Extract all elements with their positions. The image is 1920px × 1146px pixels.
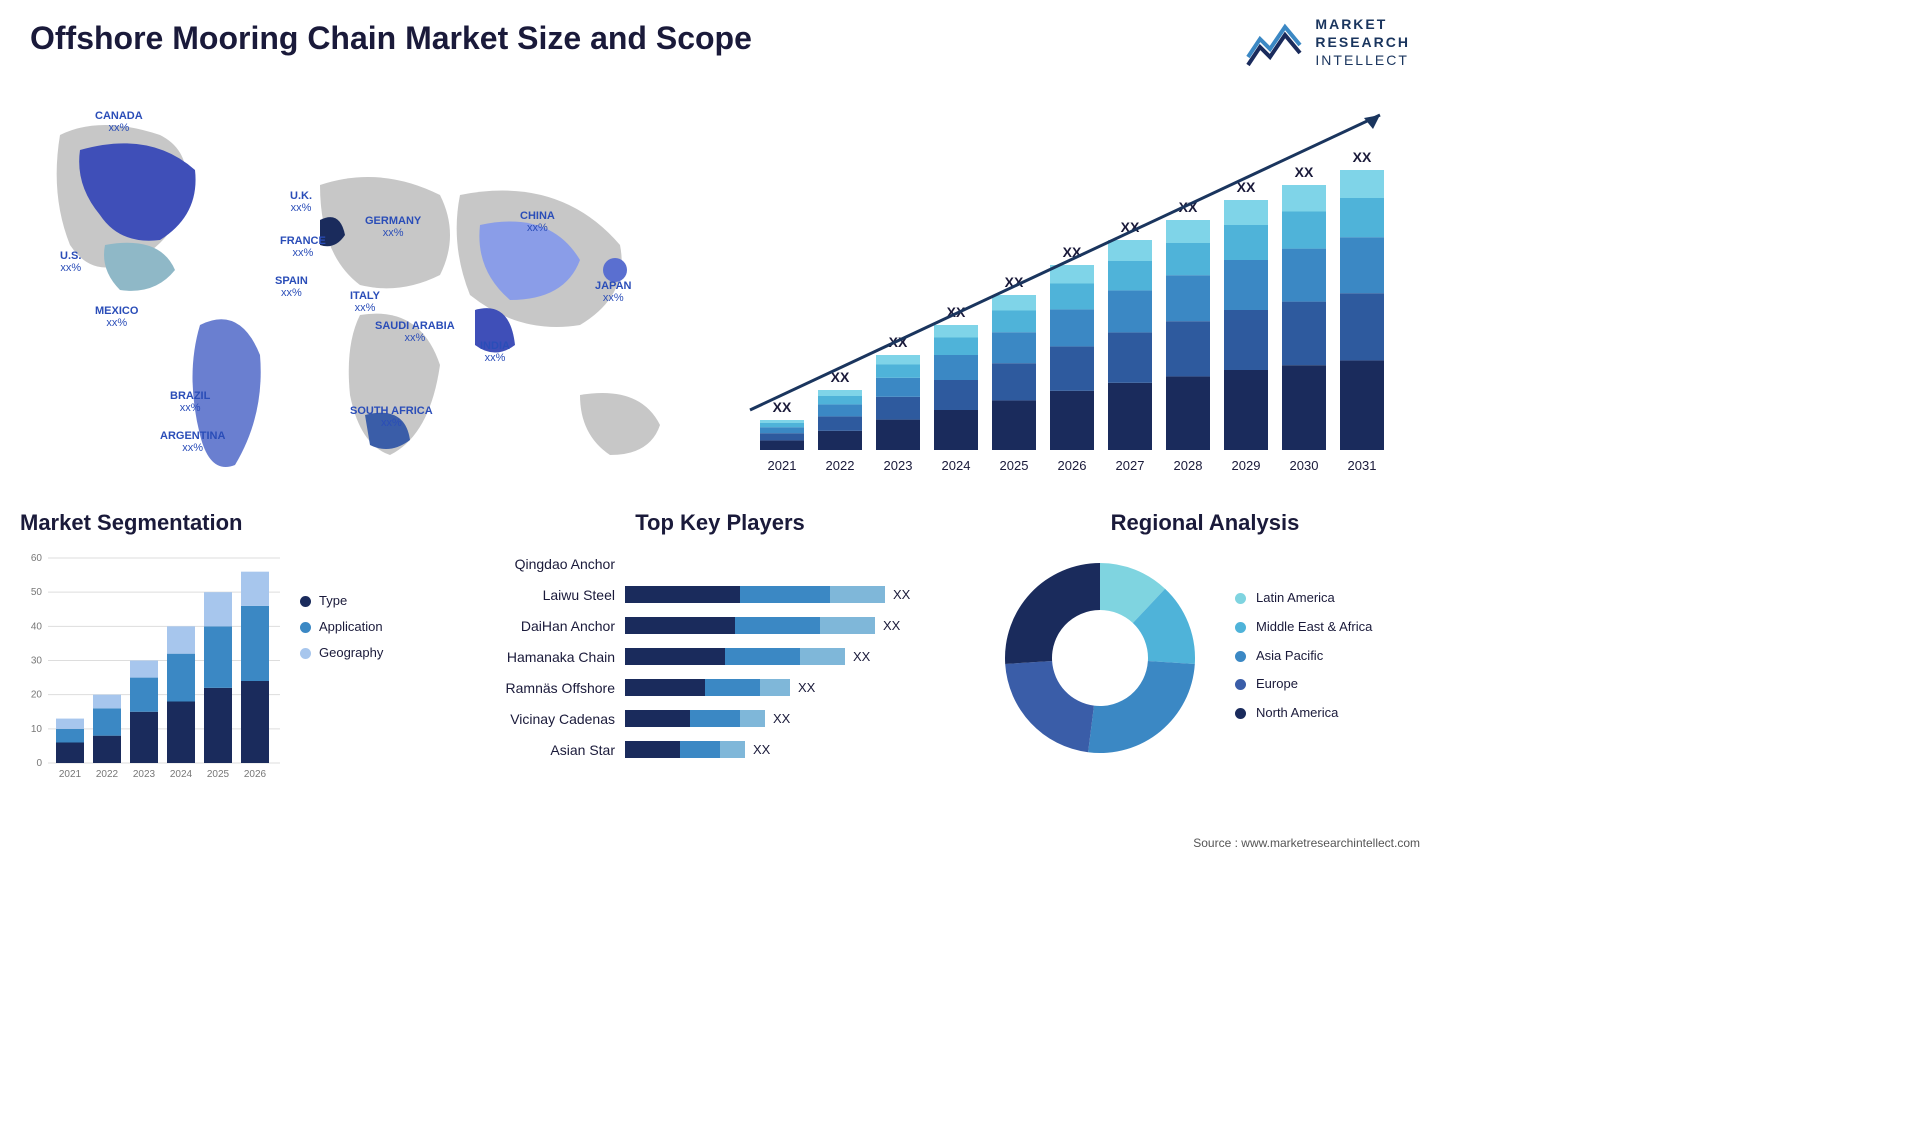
key-player-bar (625, 741, 745, 758)
map-label: MEXICOxx% (95, 305, 138, 329)
key-player-name: Hamanaka Chain (480, 649, 625, 665)
key-player-bar (625, 648, 845, 665)
world-map: CANADAxx% U.S.xx% MEXICOxx% BRAZILxx% ARGENT… (20, 95, 700, 495)
legend-item: Europe (1235, 672, 1372, 697)
key-player-value: XX (853, 649, 870, 664)
map-label: SOUTH AFRICAxx% (350, 405, 433, 429)
svg-text:2027: 2027 (1116, 458, 1145, 473)
map-label: BRAZILxx% (170, 390, 210, 414)
regional-section: Regional Analysis Latin America Middle Ea… (990, 510, 1420, 768)
svg-text:60: 60 (31, 553, 43, 564)
segmentation-section: Market Segmentation 0 10 20 30 40 50 60 2021 202… (20, 510, 440, 783)
key-player-row: DaiHan Anchor XX (480, 610, 960, 641)
key-player-row: Asian Star XX (480, 734, 960, 765)
legend-item: Latin America (1235, 586, 1372, 611)
segmentation-legend: TypeApplicationGeography (300, 588, 383, 666)
svg-text:2025: 2025 (1000, 458, 1029, 473)
map-label: SAUDI ARABIAxx% (375, 320, 455, 344)
svg-text:2024: 2024 (942, 458, 971, 473)
map-label: CANADAxx% (95, 110, 143, 134)
svg-text:2030: 2030 (1290, 458, 1319, 473)
svg-text:2022: 2022 (826, 458, 855, 473)
map-label: JAPANxx% (595, 280, 631, 304)
segmentation-title: Market Segmentation (20, 510, 440, 536)
key-player-name: Vicinay Cadenas (480, 711, 625, 727)
segmentation-chart: 0 10 20 30 40 50 60 2021 2022 2023 2024 2025 2026 (20, 548, 280, 783)
legend-item: Middle East & Africa (1235, 615, 1372, 640)
logo-line2: RESEARCH (1315, 34, 1410, 50)
svg-text:2029: 2029 (1232, 458, 1261, 473)
map-label: GERMANYxx% (365, 215, 421, 239)
svg-text:2023: 2023 (884, 458, 913, 473)
page-title: Offshore Mooring Chain Market Size and S… (30, 20, 752, 57)
key-player-value: XX (798, 680, 815, 695)
key-player-row: Hamanaka Chain XX (480, 641, 960, 672)
legend-item: Application (300, 614, 383, 640)
key-players-title: Top Key Players (480, 510, 960, 536)
map-label: U.K.xx% (290, 190, 312, 214)
legend-item: Geography (300, 640, 383, 666)
key-player-name: Ramnäs Offshore (480, 680, 625, 696)
key-player-row: Ramnäs Offshore XX (480, 672, 960, 703)
svg-text:2022: 2022 (96, 769, 119, 780)
logo-line3: INTELLECT (1315, 52, 1408, 68)
key-player-value: XX (753, 742, 770, 757)
map-label: FRANCExx% (280, 235, 326, 259)
key-player-value: XX (893, 587, 910, 602)
key-player-row: Qingdao Anchor (480, 548, 960, 579)
key-player-bar (625, 710, 765, 727)
key-players-section: Top Key Players Qingdao Anchor Laiwu Stee… (480, 510, 960, 765)
map-label: SPAINxx% (275, 275, 308, 299)
key-player-bar (625, 586, 885, 603)
key-player-row: Vicinay Cadenas XX (480, 703, 960, 734)
key-player-row: Laiwu Steel XX (480, 579, 960, 610)
key-players-chart: Qingdao AnchorLaiwu SteelXXDaiHan Anchor… (480, 548, 960, 765)
svg-text:2026: 2026 (244, 769, 267, 780)
map-label: INDIAxx% (480, 340, 510, 364)
svg-text:2023: 2023 (133, 769, 156, 780)
svg-text:40: 40 (31, 621, 43, 632)
svg-text:50: 50 (31, 587, 43, 598)
svg-text:30: 30 (31, 656, 43, 667)
map-label: ARGENTINAxx% (160, 430, 225, 454)
map-label: U.S.xx% (60, 250, 81, 274)
svg-text:10: 10 (31, 724, 43, 735)
key-player-name: DaiHan Anchor (480, 618, 625, 634)
brand-logo: MARKET RESEARCH INTELLECT (1245, 15, 1410, 70)
regional-title: Regional Analysis (990, 510, 1420, 536)
svg-text:20: 20 (31, 690, 43, 701)
logo-text: MARKET RESEARCH INTELLECT (1315, 15, 1410, 70)
svg-text:0: 0 (36, 758, 42, 769)
legend-item: North America (1235, 701, 1372, 726)
svg-text:2026: 2026 (1058, 458, 1087, 473)
key-player-name: Laiwu Steel (480, 587, 625, 603)
key-player-name: Qingdao Anchor (480, 556, 625, 572)
svg-text:XX: XX (773, 399, 792, 415)
svg-text:XX: XX (1295, 164, 1314, 180)
svg-text:2024: 2024 (170, 769, 193, 780)
logo-line1: MARKET (1315, 16, 1387, 32)
map-label: ITALYxx% (350, 290, 380, 314)
growth-bar-chart: XX2021XX2022XX2023XX2024XX2025XX2026XX20… (740, 110, 1410, 480)
map-label: CHINAxx% (520, 210, 555, 234)
logo-icon (1245, 17, 1305, 67)
key-player-value: XX (883, 618, 900, 633)
regional-donut-chart (990, 548, 1210, 768)
source-text: Source : www.marketresearchintellect.com (1193, 836, 1420, 850)
svg-text:2028: 2028 (1174, 458, 1203, 473)
key-player-bar (625, 679, 790, 696)
svg-text:2025: 2025 (207, 769, 230, 780)
key-player-bar (625, 617, 875, 634)
svg-text:2031: 2031 (1348, 458, 1377, 473)
svg-text:2021: 2021 (59, 769, 82, 780)
legend-item: Asia Pacific (1235, 644, 1372, 669)
regional-legend: Latin America Middle East & Africa Asia Pa… (1235, 586, 1372, 729)
svg-text:XX: XX (1353, 149, 1372, 165)
key-player-name: Asian Star (480, 742, 625, 758)
svg-text:2021: 2021 (768, 458, 797, 473)
legend-item: Type (300, 588, 383, 614)
key-player-value: XX (773, 711, 790, 726)
